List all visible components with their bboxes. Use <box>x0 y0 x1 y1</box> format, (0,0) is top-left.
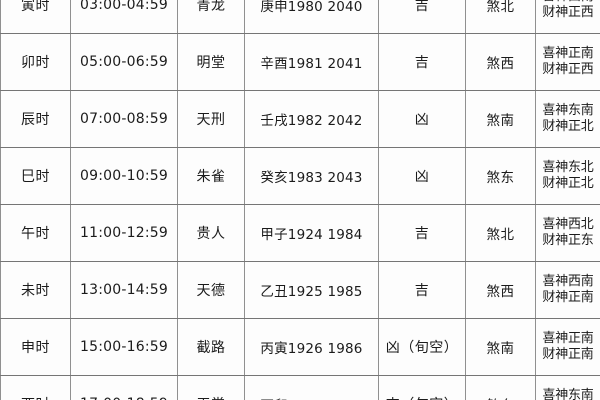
table-row: 申时 15:00-16:59 截路 丙寅1926 1986 凶（旬空） 煞南 喜神正南 财神正… <box>0 318 600 376</box>
cell-time: 05:00-06:59 <box>70 33 178 91</box>
table-row: 未时 13:00-14:59 天德 乙丑1925 1985 吉煞西 喜神西南 财神正南 <box>0 261 600 319</box>
cell-hour: 卯时 <box>0 33 71 91</box>
cell-god: 天刑 <box>177 90 245 148</box>
cai-shen-direction: 财神正北 <box>542 176 594 191</box>
cell-hour: 申时 <box>0 318 71 376</box>
cell-luck: 吉 <box>378 204 466 262</box>
cell-hour: 寅时 <box>0 0 71 34</box>
cell-time: 11:00-12:59 <box>70 204 178 262</box>
cell-luck: 凶 <box>378 147 466 205</box>
cell-direction: 喜神西北 财神正东 <box>535 204 600 262</box>
cell-ganzhi: 壬戌1982 2042 <box>244 90 379 148</box>
cell-ganzhi: 庚申1980 2040 <box>244 0 379 34</box>
cell-sha: 煞南 <box>465 318 536 376</box>
xi-shen-direction: 喜神西北 <box>542 217 594 233</box>
table-row: 巳时 09:00-10:59 朱雀 癸亥1983 2043 凶煞东 喜神东北 财神正北 <box>0 147 600 205</box>
cell-hour: 酉时 <box>0 375 71 400</box>
cell-ganzhi: 丁卯1927 1987 <box>244 375 379 400</box>
xi-shen-direction: 喜神东北 <box>542 160 594 176</box>
table-row: 辰时 07:00-08:59 天刑 壬戌1982 2042 凶煞南 喜神东南 财神正北 <box>0 90 600 148</box>
cell-hour: 午时 <box>0 204 71 262</box>
cell-ganzhi: 乙丑1925 1985 <box>244 261 379 319</box>
cell-ganzhi: 辛酉1981 2041 <box>244 33 379 91</box>
cell-direction: 喜神东南 财神正北 <box>535 90 600 148</box>
cell-time: 07:00-08:59 <box>70 90 178 148</box>
xi-shen-direction: 喜神正南 <box>542 46 594 62</box>
table-row: 午时 11:00-12:59 贵人 甲子1924 1984 吉煞北 喜神西北 财神正东 <box>0 204 600 262</box>
cell-god: 玉堂 <box>177 375 245 400</box>
cell-luck: 吉 <box>378 0 466 34</box>
cell-time: 03:00-04:59 <box>70 0 178 34</box>
cell-ganzhi: 甲子1924 1984 <box>244 204 379 262</box>
xi-shen-direction: 喜神东南 <box>542 103 594 119</box>
cell-sha: 煞东 <box>465 147 536 205</box>
cell-hour: 巳时 <box>0 147 71 205</box>
xi-shen-direction: 喜神正南 <box>542 331 594 347</box>
cai-shen-direction: 财神正西 <box>542 5 594 20</box>
cell-god: 贵人 <box>177 204 245 262</box>
cell-god: 天德 <box>177 261 245 319</box>
cell-luck: 凶（旬空） <box>378 318 466 376</box>
cell-ganzhi: 癸亥1983 2043 <box>244 147 379 205</box>
cell-time: 09:00-10:59 <box>70 147 178 205</box>
cai-shen-direction: 财神正南 <box>542 290 594 305</box>
cell-time: 17:00-18:59 <box>70 375 178 400</box>
cell-sha: 煞北 <box>465 204 536 262</box>
xi-shen-direction: 喜神西南 <box>542 274 594 290</box>
cell-luck: 凶 <box>378 90 466 148</box>
table-row: 卯时 05:00-06:59 明堂 辛酉1981 2041 吉煞西 喜神正南 财神正西 <box>0 33 600 91</box>
table-row: 酉时17:00-18:59玉堂丁卯1927 1987吉（旬空）煞东喜神东南财神东… <box>0 375 600 400</box>
cell-sha: 煞东 <box>465 375 536 400</box>
cell-direction: 喜神东北 财神正北 <box>535 147 600 205</box>
cai-shen-direction: 财神正东 <box>542 233 594 248</box>
cell-hour: 未时 <box>0 261 71 319</box>
cell-god: 明堂 <box>177 33 245 91</box>
cell-time: 13:00-14:59 <box>70 261 178 319</box>
cell-time: 15:00-16:59 <box>70 318 178 376</box>
cai-shen-direction: 财神正北 <box>542 119 594 134</box>
xi-shen-direction: 喜神西南 <box>536 0 600 5</box>
cell-god: 青龙 <box>177 0 245 34</box>
cell-luck: 吉（旬空） <box>378 375 466 400</box>
cell-luck: 吉 <box>378 261 466 319</box>
cell-direction: 喜神西南财神正西 <box>535 0 600 34</box>
cell-sha: 煞北 <box>465 0 536 34</box>
cell-sha: 煞西 <box>465 261 536 319</box>
cell-god: 截路 <box>177 318 245 376</box>
cell-sha: 煞南 <box>465 90 536 148</box>
cell-direction: 喜神东南财神东南 <box>535 375 600 400</box>
cell-sha: 煞西 <box>465 33 536 91</box>
cell-luck: 吉 <box>378 33 466 91</box>
cell-direction: 喜神正南 财神正南 <box>535 318 600 376</box>
cell-ganzhi: 丙寅1926 1986 <box>244 318 379 376</box>
cai-shen-direction: 财神正南 <box>542 347 594 362</box>
cai-shen-direction: 财神正西 <box>542 62 594 77</box>
cell-direction: 喜神正南 财神正西 <box>535 33 600 91</box>
cell-direction: 喜神西南 财神正南 <box>535 261 600 319</box>
xi-shen-direction: 喜神东南 <box>542 388 594 400</box>
cell-god: 朱雀 <box>177 147 245 205</box>
cell-hour: 辰时 <box>0 90 71 148</box>
